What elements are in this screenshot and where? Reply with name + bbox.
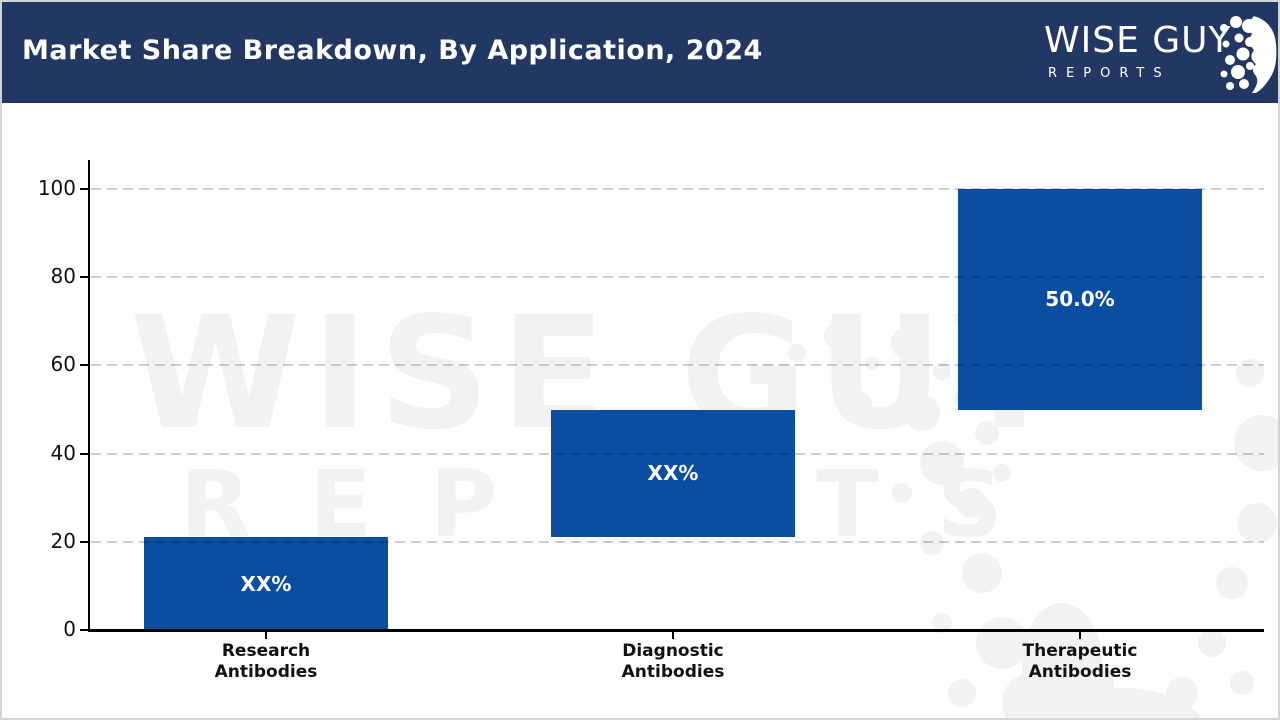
gridline-40 xyxy=(91,452,1264,455)
bar-2 xyxy=(551,409,795,538)
y-tick-label: 0 xyxy=(63,617,76,641)
bar-value-label: XX% xyxy=(240,571,292,596)
x-tick-mark xyxy=(672,632,674,639)
x-tick-mark xyxy=(265,632,267,639)
bar-value-label: 50.0% xyxy=(1045,287,1115,312)
y-axis-spine xyxy=(88,160,90,632)
y-tick-label: 40 xyxy=(50,440,76,465)
y-tick-label: 100 xyxy=(37,176,76,200)
x-tick-mark xyxy=(1079,632,1081,639)
y-tick-mark xyxy=(80,540,89,543)
logo-wordmark: WISE GUY xyxy=(1044,20,1232,61)
x-category-label: Research Antibodies xyxy=(214,641,318,682)
logo-face-icon xyxy=(1220,16,1277,93)
gridline-60 xyxy=(91,364,1264,367)
x-category-label: Diagnostic Antibodies xyxy=(621,641,725,682)
waterfall-chart: WISE GUY REPORTS XX%Research AntibodiesX… xyxy=(2,103,1278,718)
bar-value-label: XX% xyxy=(647,461,699,486)
y-tick-mark xyxy=(80,364,89,367)
y-tick-label: 80 xyxy=(50,264,76,289)
y-tick-mark xyxy=(80,629,89,631)
y-tick-mark xyxy=(80,276,89,279)
chart-title: Market Share Breakdown, By Application, … xyxy=(22,35,763,66)
y-tick-label: 60 xyxy=(50,352,76,377)
header-band: Market Share Breakdown, By Application, … xyxy=(2,2,1278,103)
x-axis-line xyxy=(88,629,1264,632)
y-tick-mark xyxy=(80,452,89,455)
x-category-label: Therapeutic Antibodies xyxy=(1022,641,1138,682)
gridline-100 xyxy=(91,188,1264,190)
y-tick-mark xyxy=(80,188,89,190)
gridline-80 xyxy=(91,276,1264,279)
gridline-20 xyxy=(91,540,1264,543)
logo-subtext: REPORTS xyxy=(1048,66,1171,81)
y-tick-label: 20 xyxy=(50,528,76,553)
bar-3 xyxy=(958,189,1202,410)
bar-1 xyxy=(144,537,388,630)
wiseguy-logo: WISE GUY REPORTS xyxy=(1040,14,1277,93)
